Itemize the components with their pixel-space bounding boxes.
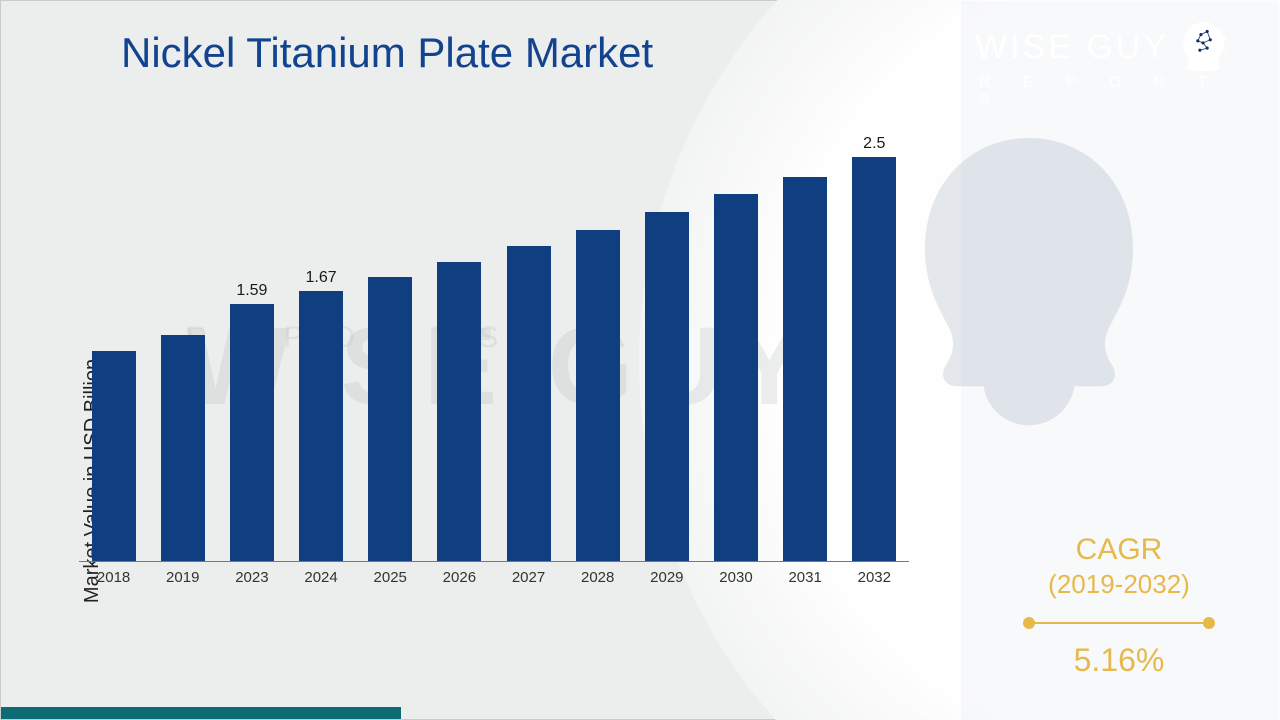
- bar: [92, 351, 136, 561]
- brand-logo: WISE GUY: [975, 19, 1255, 110]
- head-watermark-icon: [899, 121, 1159, 441]
- x-tick-label: 2027: [512, 569, 545, 586]
- bar: [645, 212, 689, 561]
- x-tick-label: 2031: [788, 569, 821, 586]
- x-tick-label: 2025: [374, 569, 407, 586]
- logo-text-main: WISE GUY: [975, 28, 1169, 67]
- ai-head-icon: [1177, 19, 1229, 76]
- x-tick-label: 2024: [304, 569, 337, 586]
- bar-slot: 2019: [154, 313, 212, 561]
- x-tick-label: 2030: [719, 569, 752, 586]
- x-tick-label: 2019: [166, 569, 199, 586]
- bar: [852, 157, 896, 561]
- bar: [161, 335, 205, 561]
- bar: [230, 304, 274, 561]
- x-tick-label: 2023: [235, 569, 268, 586]
- x-tick-label: 2032: [858, 569, 891, 586]
- bar: [299, 291, 343, 561]
- cagr-label: CAGR: [989, 533, 1249, 567]
- bar: [437, 262, 481, 561]
- x-tick-label: 2018: [97, 569, 130, 586]
- cagr-block: CAGR (2019-2032) 5.16%: [989, 533, 1249, 679]
- logo-text-sub: R E P O R T S: [975, 74, 1255, 110]
- bar: [507, 246, 551, 561]
- infographic-stage: WISE GUY REPORTS Nickel Titanium Plate M…: [0, 0, 1280, 720]
- cagr-value: 5.16%: [989, 642, 1249, 679]
- x-axis-line: [79, 561, 909, 562]
- bar-slot: 1.672024: [292, 269, 350, 561]
- chart-title: Nickel Titanium Plate Market: [121, 29, 653, 77]
- bar-slot: 2025: [361, 255, 419, 561]
- bar: [368, 277, 412, 561]
- bar: [576, 230, 620, 561]
- cagr-range: (2019-2032): [989, 569, 1249, 600]
- bar-slot: 2030: [707, 172, 765, 561]
- bar-slot: 2018: [85, 329, 143, 561]
- bar-value-label: 1.67: [305, 269, 336, 287]
- x-tick-label: 2026: [443, 569, 476, 586]
- bar-value-label: 1.59: [236, 282, 267, 300]
- bars-container: 201820191.5920231.6720242025202620272028…: [79, 141, 909, 561]
- bar-slot: 2.52032: [845, 135, 903, 561]
- bar-slot: 1.592023: [223, 282, 281, 561]
- bar-value-label: 2.5: [863, 135, 885, 153]
- x-tick-label: 2028: [581, 569, 614, 586]
- bar-slot: 2031: [776, 155, 834, 561]
- bar-slot: 2028: [569, 208, 627, 561]
- cagr-divider: [1029, 622, 1209, 624]
- bar-slot: 2026: [430, 240, 488, 561]
- bar: [783, 177, 827, 561]
- bar-slot: 2027: [500, 224, 558, 561]
- bar: [714, 194, 758, 561]
- bar-slot: 2029: [638, 190, 696, 561]
- x-tick-label: 2029: [650, 569, 683, 586]
- bottom-accent-strip: [1, 707, 401, 719]
